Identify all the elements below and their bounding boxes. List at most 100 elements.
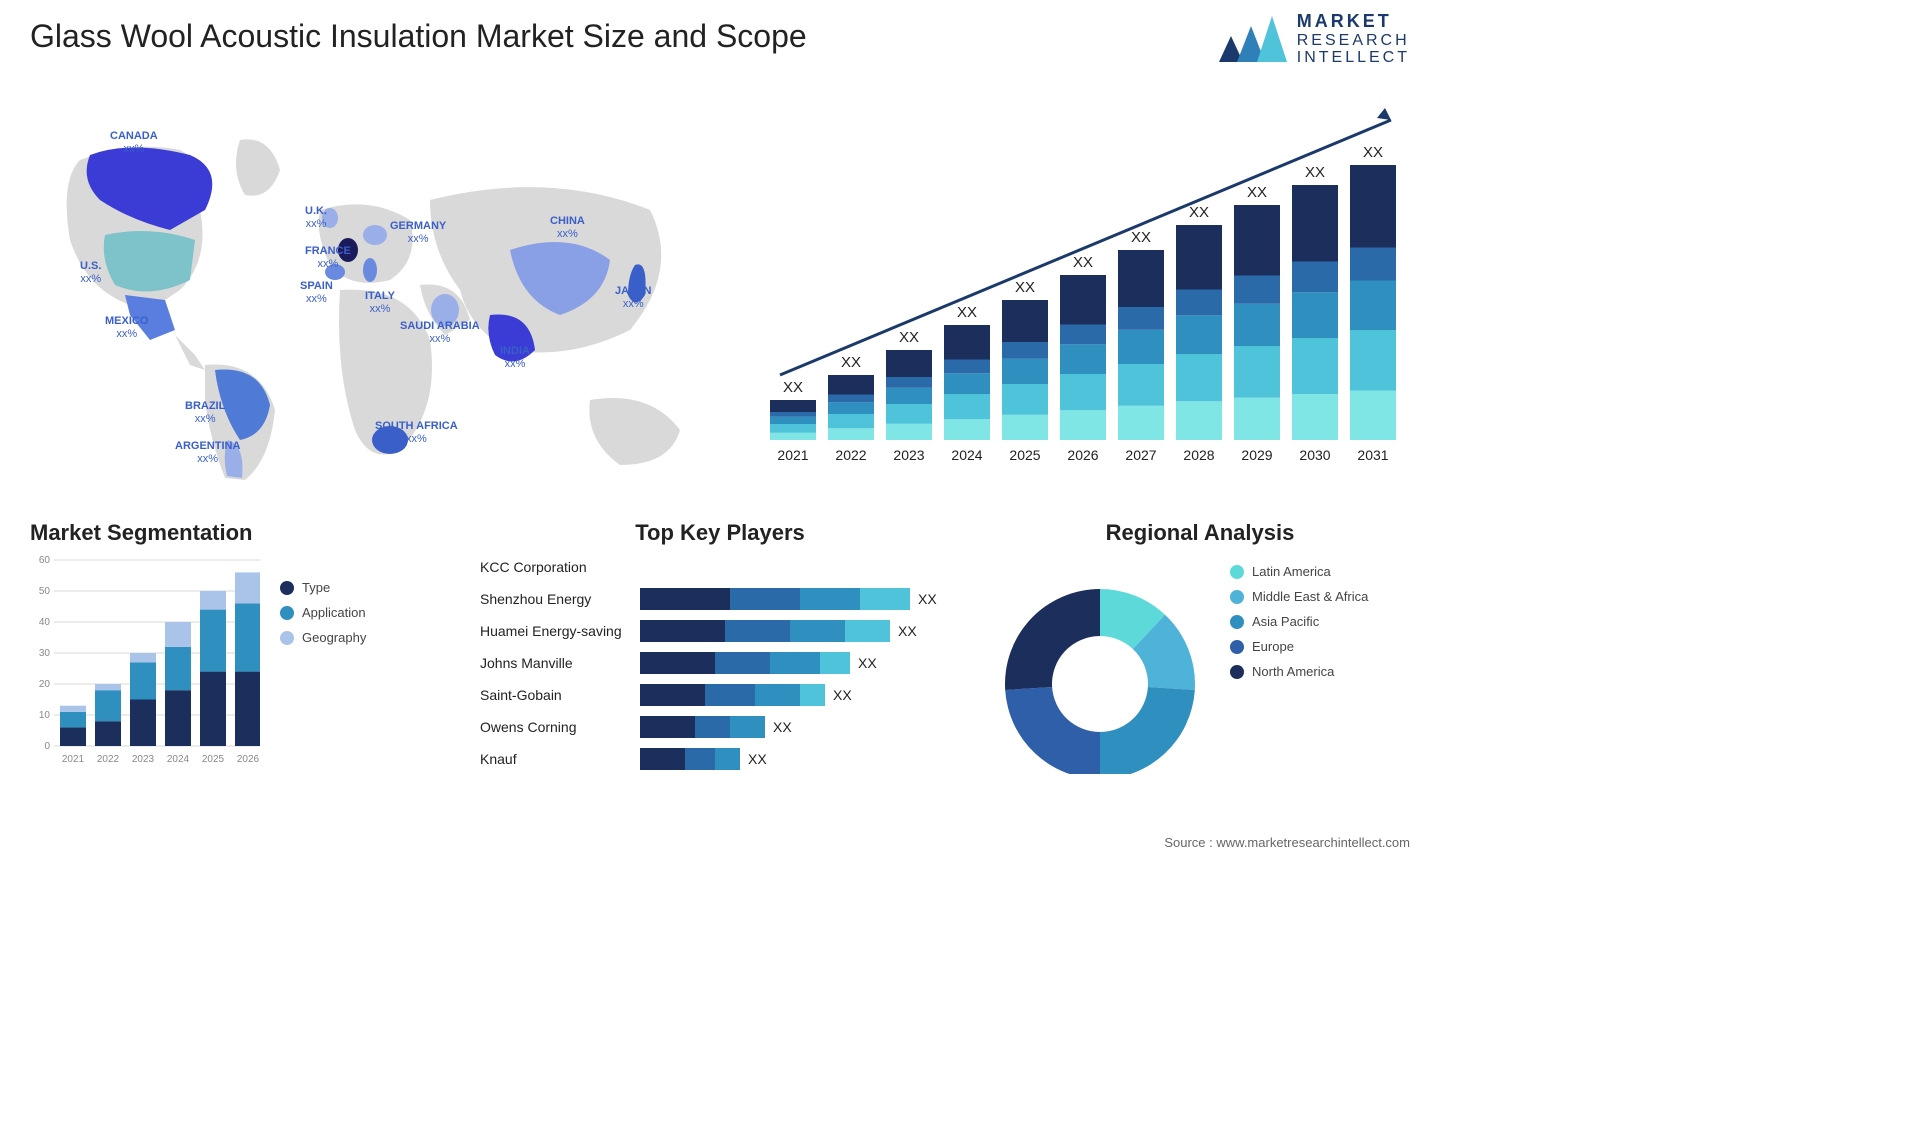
player-row: KCC Corporation <box>480 554 960 580</box>
legend-label: Geography <box>302 630 366 645</box>
world-map: CANADAxx%U.S.xx%MEXICOxx%BRAZILxx%ARGENT… <box>30 100 710 480</box>
svg-text:60: 60 <box>39 555 51 566</box>
player-value: XX <box>773 719 792 735</box>
svg-text:2021: 2021 <box>777 447 808 463</box>
regional-legend-item: Asia Pacific <box>1230 614 1368 629</box>
segmentation-legend-item: Application <box>280 605 366 620</box>
legend-label: Type <box>302 580 330 595</box>
logo-line3: INTELLECT <box>1297 49 1410 67</box>
player-row: Owens Corning XX <box>480 714 960 740</box>
top-key-players-section: Top Key Players KCC Corporation Shenzhou … <box>480 520 960 800</box>
svg-text:2027: 2027 <box>1125 447 1156 463</box>
page-title: Glass Wool Acoustic Insulation Market Si… <box>30 18 807 55</box>
brand-logo: MARKET RESEARCH INTELLECT <box>1217 12 1410 67</box>
svg-text:XX: XX <box>899 329 919 346</box>
svg-text:2025: 2025 <box>1009 447 1040 463</box>
svg-text:50: 50 <box>39 586 51 597</box>
player-value: XX <box>833 687 852 703</box>
market-segmentation-section: Market Segmentation 01020304050602021202… <box>30 520 450 800</box>
segmentation-legend-item: Type <box>280 580 366 595</box>
svg-text:XX: XX <box>841 354 861 371</box>
svg-text:XX: XX <box>1189 204 1209 221</box>
svg-text:XX: XX <box>1305 164 1325 181</box>
regional-legend: Latin America Middle East & Africa Asia Pa… <box>1230 564 1368 689</box>
map-label-u-k-: U.K.xx% <box>305 205 327 231</box>
player-name: Saint-Gobain <box>480 687 640 703</box>
legend-label: North America <box>1252 664 1334 679</box>
svg-text:XX: XX <box>1131 229 1151 246</box>
regional-donut-svg <box>990 554 1210 774</box>
legend-dot <box>1230 590 1244 604</box>
svg-text:2026: 2026 <box>237 754 260 765</box>
svg-text:2026: 2026 <box>1067 447 1098 463</box>
legend-dot <box>1230 640 1244 654</box>
legend-dot <box>280 606 294 620</box>
map-label-argentina: ARGENTINAxx% <box>175 440 240 466</box>
player-row: Shenzhou Energy XX <box>480 586 960 612</box>
player-name: KCC Corporation <box>480 559 640 575</box>
svg-text:0: 0 <box>44 741 50 752</box>
player-bar <box>640 588 910 610</box>
legend-dot <box>1230 565 1244 579</box>
growth-chart-svg: XX2021XX2022XX2023XX2024XX2025XX2026XX20… <box>760 100 1410 480</box>
logo-line2: RESEARCH <box>1297 32 1410 50</box>
svg-text:2023: 2023 <box>132 754 155 765</box>
regional-analysis-section: Regional Analysis Latin America Middle Ea… <box>990 520 1410 800</box>
svg-text:XX: XX <box>1015 279 1035 296</box>
players-list: KCC CorporationShenzhou EnergyXXHuamei E… <box>480 554 960 772</box>
segmentation-chart-svg: 0102030405060202120222023202420252026 <box>30 554 260 784</box>
map-label-u-s-: U.S.xx% <box>80 260 101 286</box>
regional-legend-item: Latin America <box>1230 564 1368 579</box>
player-value: XX <box>918 591 937 607</box>
player-bar <box>640 716 765 738</box>
regional-legend-item: Europe <box>1230 639 1368 654</box>
map-label-south-africa: SOUTH AFRICAxx% <box>375 420 458 446</box>
svg-text:XX: XX <box>1363 144 1383 161</box>
player-bar <box>640 684 825 706</box>
player-name: Huamei Energy-saving <box>480 623 640 639</box>
map-label-germany: GERMANYxx% <box>390 220 446 246</box>
map-label-china: CHINAxx% <box>550 215 585 241</box>
regional-legend-item: Middle East & Africa <box>1230 589 1368 604</box>
segmentation-legend: Type Application Geography <box>280 580 366 655</box>
svg-text:2022: 2022 <box>835 447 866 463</box>
player-value: XX <box>858 655 877 671</box>
player-bar <box>640 620 890 642</box>
legend-dot <box>280 581 294 595</box>
legend-dot <box>1230 615 1244 629</box>
svg-text:40: 40 <box>39 617 51 628</box>
svg-text:2028: 2028 <box>1183 447 1214 463</box>
player-row: Huamei Energy-saving XX <box>480 618 960 644</box>
map-label-canada: CANADAxx% <box>110 130 158 156</box>
svg-text:XX: XX <box>783 379 803 396</box>
regional-legend-item: North America <box>1230 664 1368 679</box>
player-name: Shenzhou Energy <box>480 591 640 607</box>
map-label-italy: ITALYxx% <box>365 290 395 316</box>
map-label-japan: JAPANxx% <box>615 285 651 311</box>
regional-title: Regional Analysis <box>990 520 1410 546</box>
player-value: XX <box>898 623 917 639</box>
map-label-saudi-arabia: SAUDI ARABIAxx% <box>400 320 480 346</box>
source-label: Source : www.marketresearchintellect.com <box>1164 835 1410 850</box>
svg-text:2029: 2029 <box>1241 447 1272 463</box>
map-label-brazil: BRAZILxx% <box>185 400 225 426</box>
svg-text:10: 10 <box>39 710 51 721</box>
map-label-france: FRANCExx% <box>305 245 351 271</box>
player-row: KnaufXX <box>480 746 960 772</box>
legend-label: Asia Pacific <box>1252 614 1319 629</box>
map-label-spain: SPAINxx% <box>300 280 333 306</box>
svg-text:2024: 2024 <box>167 754 190 765</box>
player-row: Johns ManvilleXX <box>480 650 960 676</box>
svg-text:2031: 2031 <box>1357 447 1388 463</box>
logo-icon <box>1217 12 1287 66</box>
player-bar <box>640 652 850 674</box>
svg-text:2021: 2021 <box>62 754 85 765</box>
legend-label: Middle East & Africa <box>1252 589 1368 604</box>
legend-label: Latin America <box>1252 564 1331 579</box>
player-name: Owens Corning <box>480 719 640 735</box>
segmentation-legend-item: Geography <box>280 630 366 645</box>
player-bar <box>640 748 740 770</box>
players-title: Top Key Players <box>480 520 960 546</box>
legend-dot <box>1230 665 1244 679</box>
svg-text:30: 30 <box>39 648 51 659</box>
